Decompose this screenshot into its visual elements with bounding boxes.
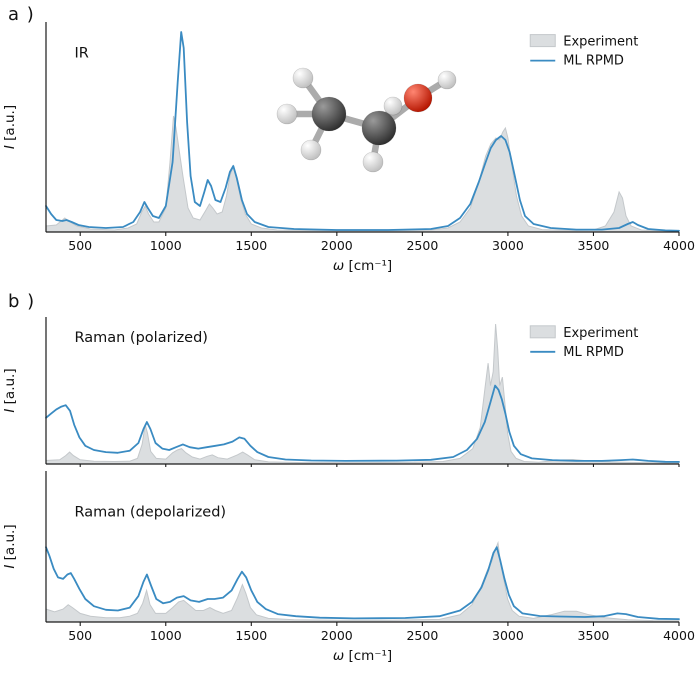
svg-text:I [a.u.]: I [a.u.] (2, 368, 18, 412)
svg-text:Experiment: Experiment (563, 35, 638, 50)
svg-text:1500: 1500 (235, 628, 267, 643)
svg-text:4000: 4000 (663, 628, 695, 643)
svg-text:3500: 3500 (578, 238, 610, 253)
svg-text:2000: 2000 (321, 238, 353, 253)
svg-text:I [a.u.]: I [a.u.] (2, 105, 18, 149)
svg-text:Experiment: Experiment (563, 326, 638, 341)
svg-text:4000: 4000 (663, 238, 695, 253)
svg-text:ML RPMD: ML RPMD (563, 345, 624, 360)
svg-text:1000: 1000 (150, 238, 182, 253)
svg-text:ML RPMD: ML RPMD (563, 54, 624, 69)
svg-text:ω [cm⁻¹]: ω [cm⁻¹] (333, 648, 392, 664)
svg-text:3500: 3500 (578, 628, 610, 643)
svg-text:3000: 3000 (492, 238, 524, 253)
svg-text:3000: 3000 (492, 628, 524, 643)
svg-text:2500: 2500 (406, 628, 438, 643)
raman-polarized-chart: I [a.u.] Raman (polarized) Experiment ML RP… (2, 317, 680, 467)
panel-a-label: a ) (8, 4, 35, 25)
svg-text:Raman (depolarized): Raman (depolarized) (74, 504, 226, 520)
panel-b-label: b ) (8, 291, 36, 312)
svg-text:500: 500 (68, 628, 92, 643)
svg-text:Raman (polarized): Raman (polarized) (74, 330, 207, 346)
svg-text:2000: 2000 (321, 628, 353, 643)
svg-text:1500: 1500 (235, 238, 267, 253)
ethanol-molecule-image (276, 67, 457, 173)
raman-depolarized-chart: 500 1000 1500 2000 2500 3000 3500 4000 ω [cm⁻¹] I… (2, 471, 695, 664)
svg-text:I [a.u.]: I [a.u.] (2, 524, 18, 568)
svg-text:2500: 2500 (406, 238, 438, 253)
ir-spectrum-chart: 500 1000 1500 2000 2500 3000 3500 4000 ω [cm⁻¹] I… (2, 22, 695, 274)
svg-text:ω [cm⁻¹]: ω [cm⁻¹] (333, 258, 392, 274)
svg-text:1000: 1000 (150, 628, 182, 643)
svg-text:IR: IR (74, 46, 88, 62)
svg-text:500: 500 (68, 238, 92, 253)
